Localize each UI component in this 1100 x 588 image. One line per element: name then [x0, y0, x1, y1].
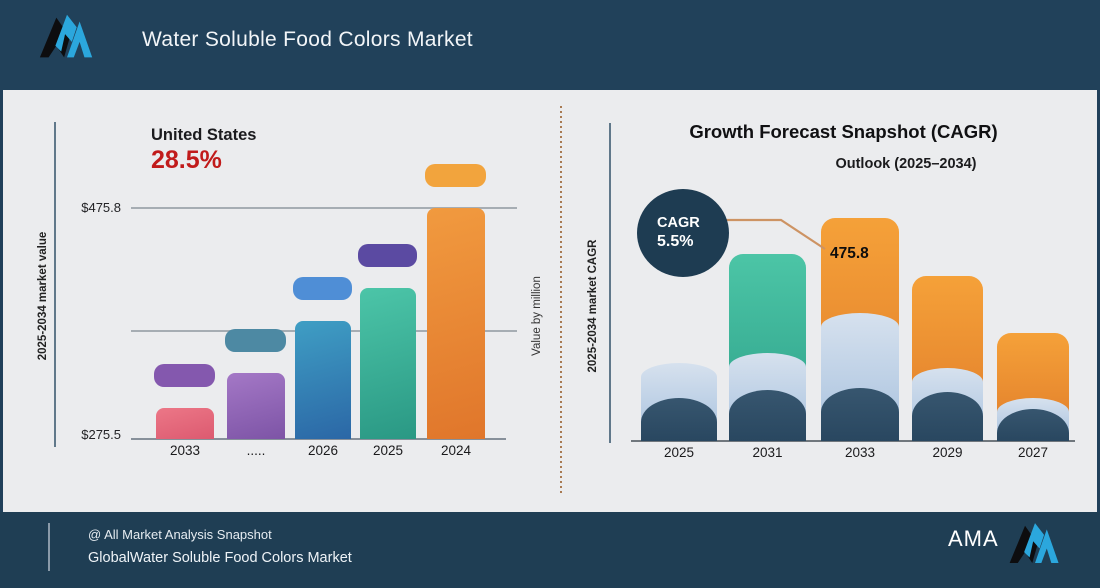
left-chart-bar [360, 288, 416, 439]
left-chart-bar-cap [425, 163, 486, 187]
cagr-badge-label: CAGR [657, 214, 700, 231]
ama-logo-icon [39, 14, 93, 58]
panel-divider [560, 106, 562, 496]
left-chart-x-label: 2026 [307, 443, 339, 458]
left-chart-x-label: 2025 [372, 443, 404, 458]
right-chart-x-label: 2027 [1017, 445, 1049, 460]
left-chart-heading: United States [151, 126, 257, 144]
left-chart-x-label: 2024 [440, 443, 472, 458]
right-chart-y-axis-label: 2025-2034 market CAGR [587, 239, 599, 373]
cagr-badge: CAGR 5.5% [637, 189, 729, 277]
right-chart-x-label: 2031 [752, 445, 783, 460]
left-chart-y-tick-label: $275.5 [81, 427, 121, 442]
right-chart-bar-segment [641, 398, 717, 441]
right-chart-x-label: 2029 [932, 445, 963, 460]
left-chart-right-axis-label: Value by million [531, 276, 543, 356]
left-chart-y-axis-label: 2025-2034 market value [37, 231, 49, 361]
footer: @ All Market Analysis Snapshot GlobalWat… [0, 512, 1100, 588]
cagr-connector-line [721, 218, 826, 250]
right-chart-bar-segment [997, 409, 1069, 441]
footer-report-name: GlobalWater Soluble Food Colors Market [88, 550, 352, 566]
left-chart-bar [156, 408, 214, 439]
left-chart-baseline [131, 438, 506, 440]
left-chart-x-label: 2033 [169, 443, 201, 458]
left-chart-bar-cap [293, 276, 352, 300]
left-chart-bar [295, 320, 351, 439]
right-chart-subtitle: Outlook (2025–2034) [835, 156, 977, 172]
footer-credit: @ All Market Analysis Snapshot [88, 527, 272, 542]
cagr-badge-value: 5.5% [657, 233, 694, 251]
ama-logo-icon [1009, 523, 1059, 563]
left-chart-y-axis-line [54, 122, 56, 447]
right-chart-y-axis-line [609, 123, 611, 443]
right-chart-title: Growth Forecast Snapshot (CAGR) [689, 121, 998, 142]
left-chart-bar-cap [358, 244, 417, 268]
right-chart-bar-segment [821, 388, 899, 441]
left-chart-highlight-value: 28.5% [151, 146, 222, 174]
left-chart-bar [227, 372, 285, 439]
left-chart-bar [427, 207, 485, 439]
left-chart-x-label: ..... [246, 443, 266, 458]
right-chart-baseline [631, 440, 1075, 442]
right-chart-x-label: 2033 [844, 445, 876, 460]
footer-divider [48, 523, 50, 571]
footer-brand-text: AMA [948, 526, 999, 551]
bar-value-annotation: 475.8 [830, 245, 869, 262]
right-chart-bar-segment [912, 392, 983, 441]
main-panel: 2025-2034 market value United States 28.… [0, 90, 1100, 512]
left-chart-y-tick-label: $475.8 [81, 199, 121, 215]
header: Water Soluble Food Colors Market [0, 0, 1100, 90]
left-chart-bar-cap [154, 364, 215, 388]
page-title: Water Soluble Food Colors Market [142, 28, 473, 51]
right-chart-bar-segment [729, 390, 806, 441]
left-chart-bar-cap [225, 328, 286, 352]
right-chart-x-label: 2025 [663, 445, 695, 460]
left-chart-gridline-top [131, 207, 517, 209]
